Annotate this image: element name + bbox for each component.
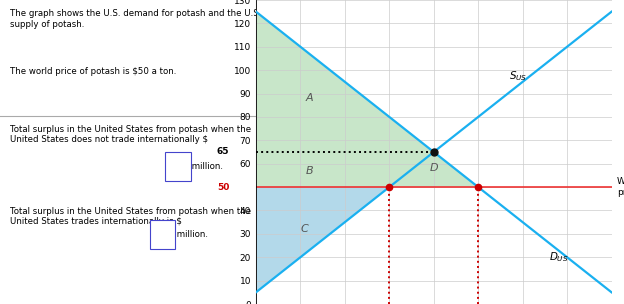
Text: World
price: World price (617, 177, 624, 197)
FancyBboxPatch shape (165, 152, 191, 181)
Text: D: D (429, 163, 438, 173)
Polygon shape (389, 152, 478, 187)
Polygon shape (256, 187, 389, 292)
Text: $D_{US}$: $D_{US}$ (549, 250, 569, 264)
Text: 65: 65 (217, 147, 230, 157)
Polygon shape (256, 12, 434, 152)
Text: The graph shows the U.S. demand for potash and the U.S.
supply of potash.: The graph shows the U.S. demand for pota… (10, 9, 261, 29)
Text: B: B (306, 166, 313, 176)
Text: A: A (306, 93, 313, 103)
FancyBboxPatch shape (150, 220, 175, 249)
Text: Total surplus in the United States from potash when the
United States trades int: Total surplus in the United States from … (10, 207, 251, 226)
Text: million.: million. (190, 162, 223, 171)
Text: million.: million. (174, 230, 208, 239)
Text: 50: 50 (217, 183, 230, 192)
Text: The world price of potash is $50 a ton.: The world price of potash is $50 a ton. (10, 67, 177, 76)
Polygon shape (256, 152, 434, 187)
Text: C: C (301, 224, 309, 234)
Text: Total surplus in the United States from potash when the
United States does not t: Total surplus in the United States from … (10, 125, 251, 144)
Text: $S_{US}$: $S_{US}$ (509, 69, 527, 83)
